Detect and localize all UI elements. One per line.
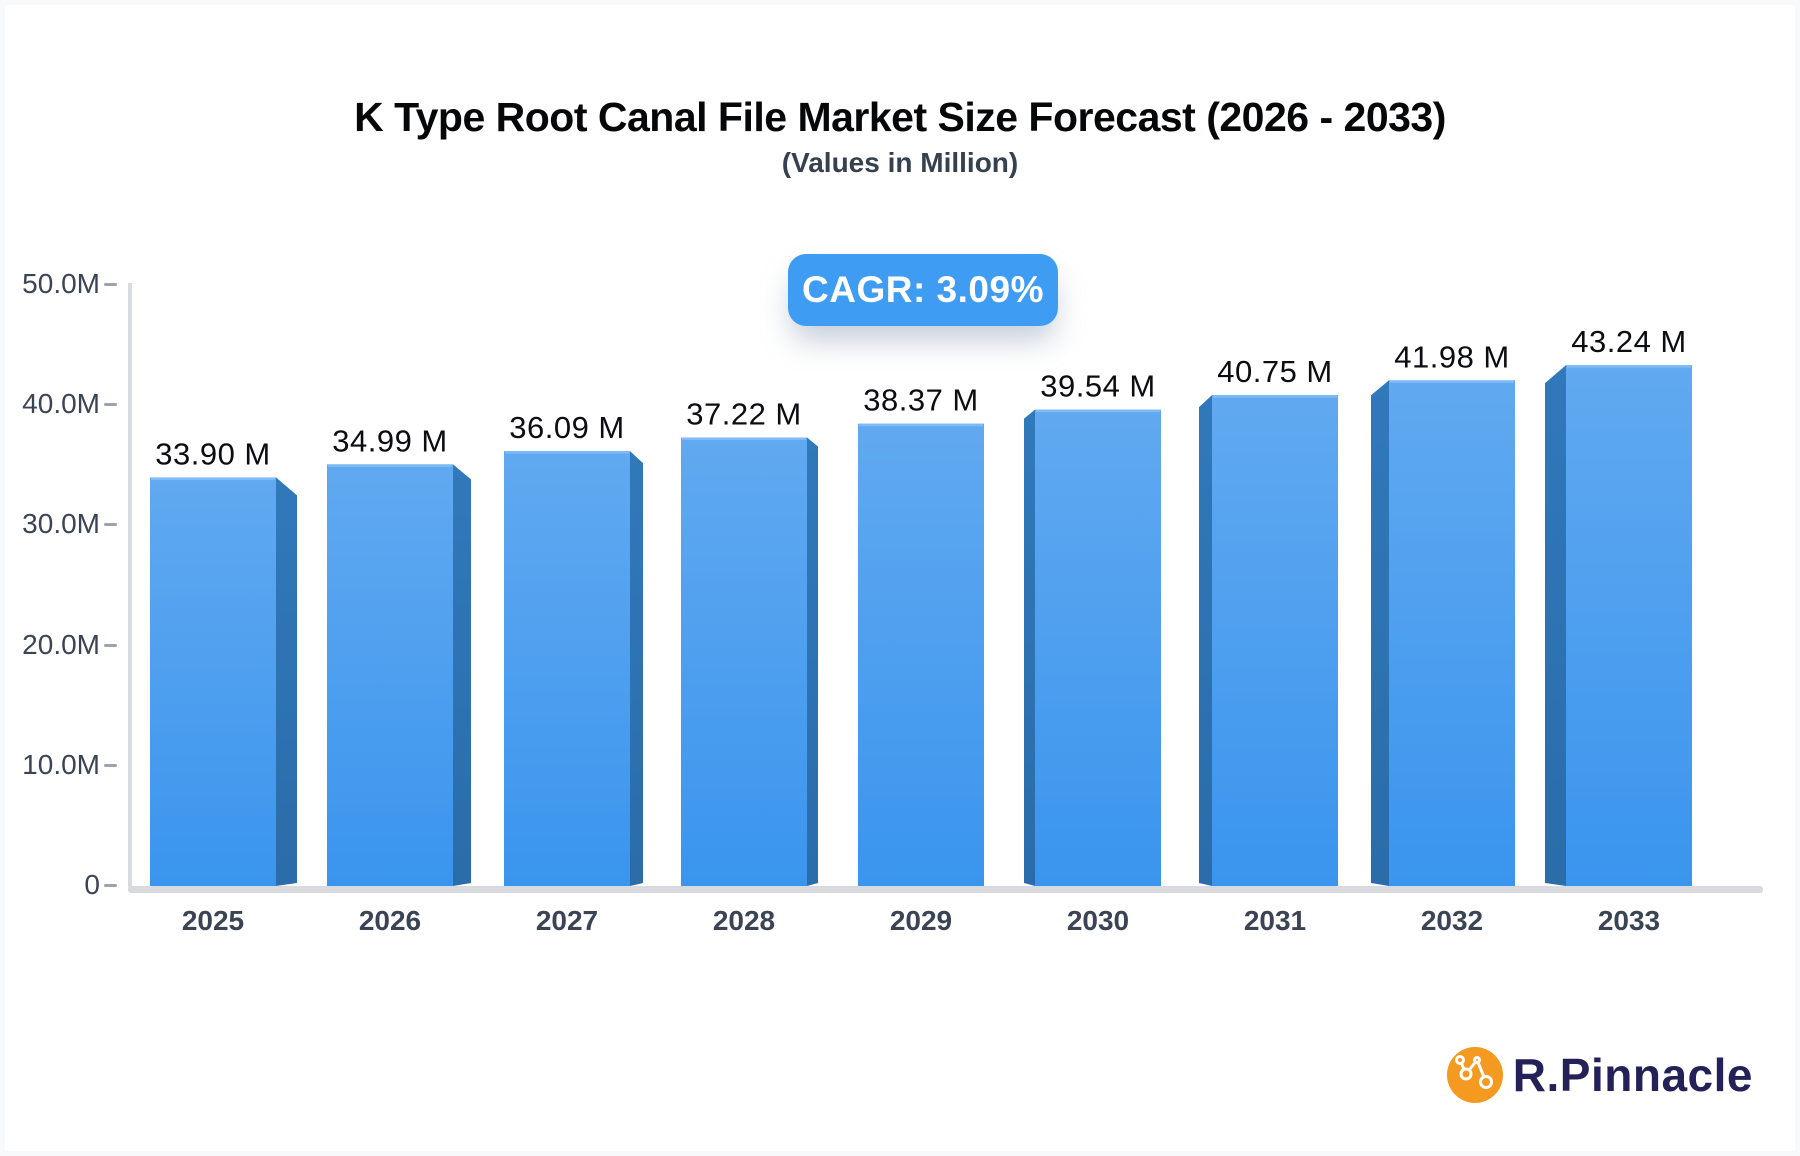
bar-side-2031 bbox=[1199, 395, 1212, 886]
bar-side-2028 bbox=[807, 437, 818, 886]
x-tick-label-2031: 2031 bbox=[1243, 905, 1307, 936]
y-tick-label-10.0M: 10.0M bbox=[22, 748, 100, 780]
bar-value-label-2026: 34.99 M bbox=[332, 423, 448, 458]
x-tick-label-2027: 2027 bbox=[535, 905, 599, 936]
y-axis-line bbox=[128, 283, 132, 887]
x-tick-label-2033: 2033 bbox=[1597, 905, 1661, 936]
bar-value-label-2032: 41.98 M bbox=[1394, 339, 1510, 374]
y-tick-mark bbox=[104, 282, 117, 286]
bar-2027 bbox=[504, 451, 630, 886]
bar-value-label-2028: 37.22 M bbox=[686, 397, 802, 432]
x-tick-label-2025: 2025 bbox=[181, 905, 245, 936]
cagr-badge: CAGR: 3.09% bbox=[788, 254, 1058, 326]
network-graph-icon bbox=[1446, 1047, 1503, 1103]
y-tick-mark bbox=[104, 523, 117, 527]
x-tick-label-2032: 2032 bbox=[1420, 905, 1484, 936]
bar-2028 bbox=[681, 437, 807, 886]
bar-value-label-2029: 38.37 M bbox=[863, 383, 979, 418]
x-axis-baseline bbox=[128, 886, 1763, 893]
bar-side-2026 bbox=[453, 464, 471, 886]
bar-2032 bbox=[1389, 380, 1515, 886]
bar-side-2030 bbox=[1024, 409, 1035, 886]
bar-2025 bbox=[150, 477, 276, 886]
bar-value-label-2025: 33.90 M bbox=[155, 436, 271, 471]
bar-2029 bbox=[858, 423, 984, 886]
y-tick-label-50.0M: 50.0M bbox=[22, 267, 100, 299]
y-tick-label-30.0M: 30.0M bbox=[22, 508, 100, 540]
bar-side-2027 bbox=[630, 451, 643, 886]
chart-title: K Type Root Canal File Market Size Forec… bbox=[354, 94, 1446, 140]
bar-2033 bbox=[1566, 365, 1692, 886]
bar-2026 bbox=[327, 464, 453, 886]
bar-side-2025 bbox=[276, 477, 297, 886]
y-tick-mark bbox=[104, 643, 117, 647]
y-tick-mark bbox=[104, 763, 117, 767]
bar-2031 bbox=[1212, 395, 1338, 886]
y-tick-label-40.0M: 40.0M bbox=[22, 388, 100, 420]
brand-name: R.Pinnacle bbox=[1512, 1049, 1753, 1101]
x-tick-label-2029: 2029 bbox=[889, 905, 953, 936]
bar-side-2032 bbox=[1371, 380, 1389, 886]
y-tick-label-20.0M: 20.0M bbox=[22, 628, 100, 660]
y-tick-mark bbox=[104, 403, 117, 407]
x-tick-label-2028: 2028 bbox=[712, 905, 776, 936]
bar-value-label-2030: 39.54 M bbox=[1040, 369, 1156, 404]
x-tick-label-2026: 2026 bbox=[358, 905, 422, 936]
bar-value-label-2033: 43.24 M bbox=[1571, 324, 1687, 359]
y-tick-label-0: 0 bbox=[84, 869, 100, 900]
bar-2030 bbox=[1035, 409, 1161, 886]
bar-value-label-2031: 40.75 M bbox=[1217, 354, 1333, 389]
x-tick-label-2030: 2030 bbox=[1066, 905, 1130, 936]
bar-value-label-2027: 36.09 M bbox=[509, 410, 625, 445]
bar-side-2033 bbox=[1545, 365, 1566, 886]
y-tick-mark bbox=[104, 884, 117, 887]
cagr-badge-label: CAGR: 3.09% bbox=[802, 269, 1044, 310]
brand-logo: R.Pinnacle bbox=[1446, 1044, 1753, 1106]
chart-subtitle: (Values in Million) bbox=[781, 147, 1019, 178]
